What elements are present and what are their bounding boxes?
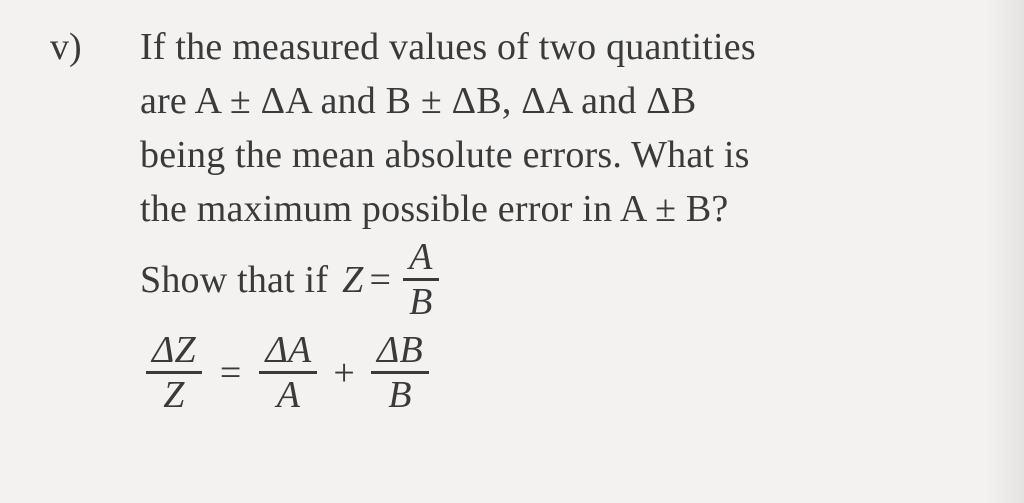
fraction-dz-over-z: ΔZ Z: [140, 329, 208, 416]
question-body: If the measured values of two quantities…: [140, 20, 994, 416]
show-that-prefix: Show that if: [140, 253, 328, 307]
fraction-den: Z: [157, 374, 190, 416]
text-line-3: being the mean absolute errors. What is: [140, 128, 994, 182]
text-line-2: are A ± ΔA and B ± ΔB, ΔA and ΔB: [140, 74, 994, 128]
show-that-line: Show that if Z = A B: [140, 236, 994, 323]
fraction-da-over-a: ΔA A: [253, 329, 323, 416]
fraction-num: ΔA: [259, 329, 317, 371]
fraction-db-over-b: ΔB B: [365, 329, 435, 416]
equals-sign: =: [214, 346, 248, 400]
z-var: Z: [342, 253, 363, 307]
fraction-den: B: [382, 374, 417, 416]
text-line-1: If the measured values of two quantities: [140, 20, 994, 74]
plus-sign: +: [329, 346, 359, 400]
fraction-num: ΔZ: [146, 329, 202, 371]
relative-error-equation: ΔZ Z = ΔA A + ΔB B: [140, 329, 994, 416]
bullet-label: v): [40, 20, 140, 74]
question-block: v) If the measured values of two quantit…: [0, 0, 1024, 503]
fraction-a-over-b: A B: [397, 236, 444, 323]
fraction-num: ΔB: [371, 329, 429, 371]
text-line-4: the maximum possible error in A ± B?: [140, 182, 994, 236]
equals-sign: =: [364, 253, 398, 307]
fraction-den: A: [271, 374, 306, 416]
fraction-den: B: [403, 281, 438, 323]
fraction-num: A: [403, 236, 438, 278]
question-row: v) If the measured values of two quantit…: [40, 20, 994, 416]
